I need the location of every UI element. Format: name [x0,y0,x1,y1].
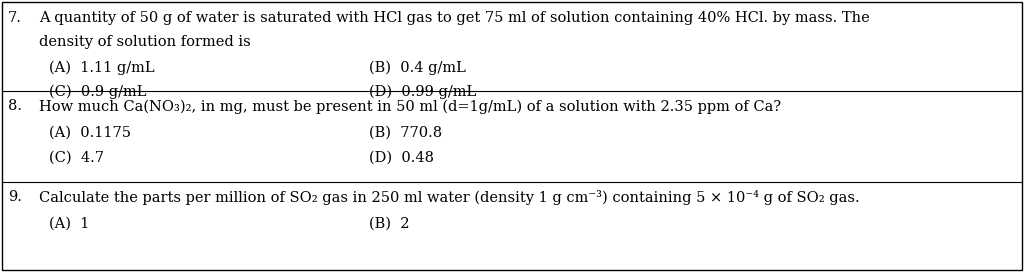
Text: 9.: 9. [8,190,23,204]
Text: (C)  4.7: (C) 4.7 [49,150,104,164]
Text: (D)  0.99 g/mL: (D) 0.99 g/mL [369,85,476,99]
Text: 7.: 7. [8,11,23,25]
Text: (A)  0.1175: (A) 0.1175 [49,126,131,140]
Text: (B)  0.4 g/mL: (B) 0.4 g/mL [369,60,466,75]
Text: (B)  2: (B) 2 [369,216,410,230]
Text: 8.: 8. [8,99,23,113]
Text: How much Ca(NO₃)₂, in mg, must be present in 50 ml (d=1g/mL) of a solution with : How much Ca(NO₃)₂, in mg, must be presen… [39,99,781,114]
Text: density of solution formed is: density of solution formed is [39,35,251,49]
Text: (A)  1: (A) 1 [49,216,89,230]
Text: (C)  0.9 g/mL: (C) 0.9 g/mL [49,85,146,99]
Text: (B)  770.8: (B) 770.8 [369,126,441,140]
Text: (A)  1.11 g/mL: (A) 1.11 g/mL [49,60,155,75]
Text: A quantity of 50 g of water is saturated with HCl gas to get 75 ml of solution c: A quantity of 50 g of water is saturated… [39,11,869,25]
Text: (D)  0.48: (D) 0.48 [369,150,433,164]
Text: Calculate the parts per million of SO₂ gas in 250 ml water (density 1 g cm⁻³) co: Calculate the parts per million of SO₂ g… [39,190,859,205]
